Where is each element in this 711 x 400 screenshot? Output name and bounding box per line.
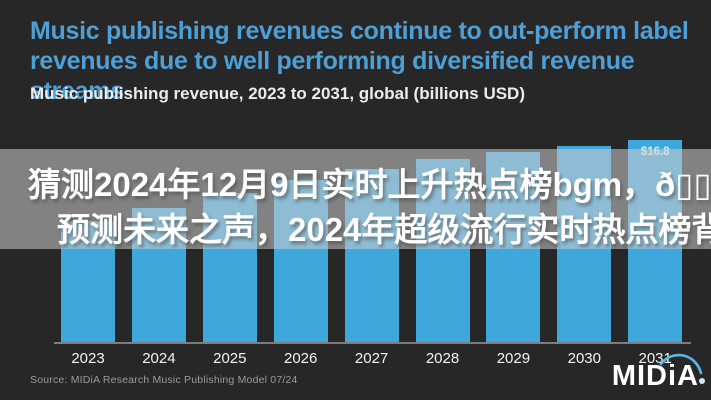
x-tick-2030: 2030: [567, 350, 601, 367]
midia-logo: MIDiA: [611, 353, 705, 393]
source-attribution: Source: MIDiA Research Music Publishing …: [30, 374, 298, 386]
x-axis-line: [54, 342, 691, 344]
x-tick-2027: 2027: [354, 350, 389, 367]
caption-line-1: 猜测2024年12月9日实时上升热点榜bgm，ð▯▯▯: [28, 166, 711, 203]
x-tick-2028: 2028: [425, 350, 460, 367]
x-tick-2024: 2024: [142, 350, 176, 367]
x-tick-2025: 2025: [213, 350, 247, 367]
x-tick-2029: 2029: [496, 350, 531, 367]
x-tick-2023: 2023: [71, 350, 105, 367]
midia-logo-text: MIDiA: [611, 360, 699, 392]
chart-title: Music publishing revenues continue to ou…: [30, 17, 689, 105]
caption-overlay-band: 猜测2024年12月9日实时上升热点榜bgm，ð▯▯▯ 预测未来之声，2024年…: [0, 149, 711, 249]
chart-subtitle: Music publishing revenue, 2023 to 2031, …: [30, 84, 525, 103]
caption-line-2: 预测未来之声，2024年超级流行实时热点榜背: [57, 211, 711, 248]
x-tick-2026: 2026: [284, 350, 318, 367]
